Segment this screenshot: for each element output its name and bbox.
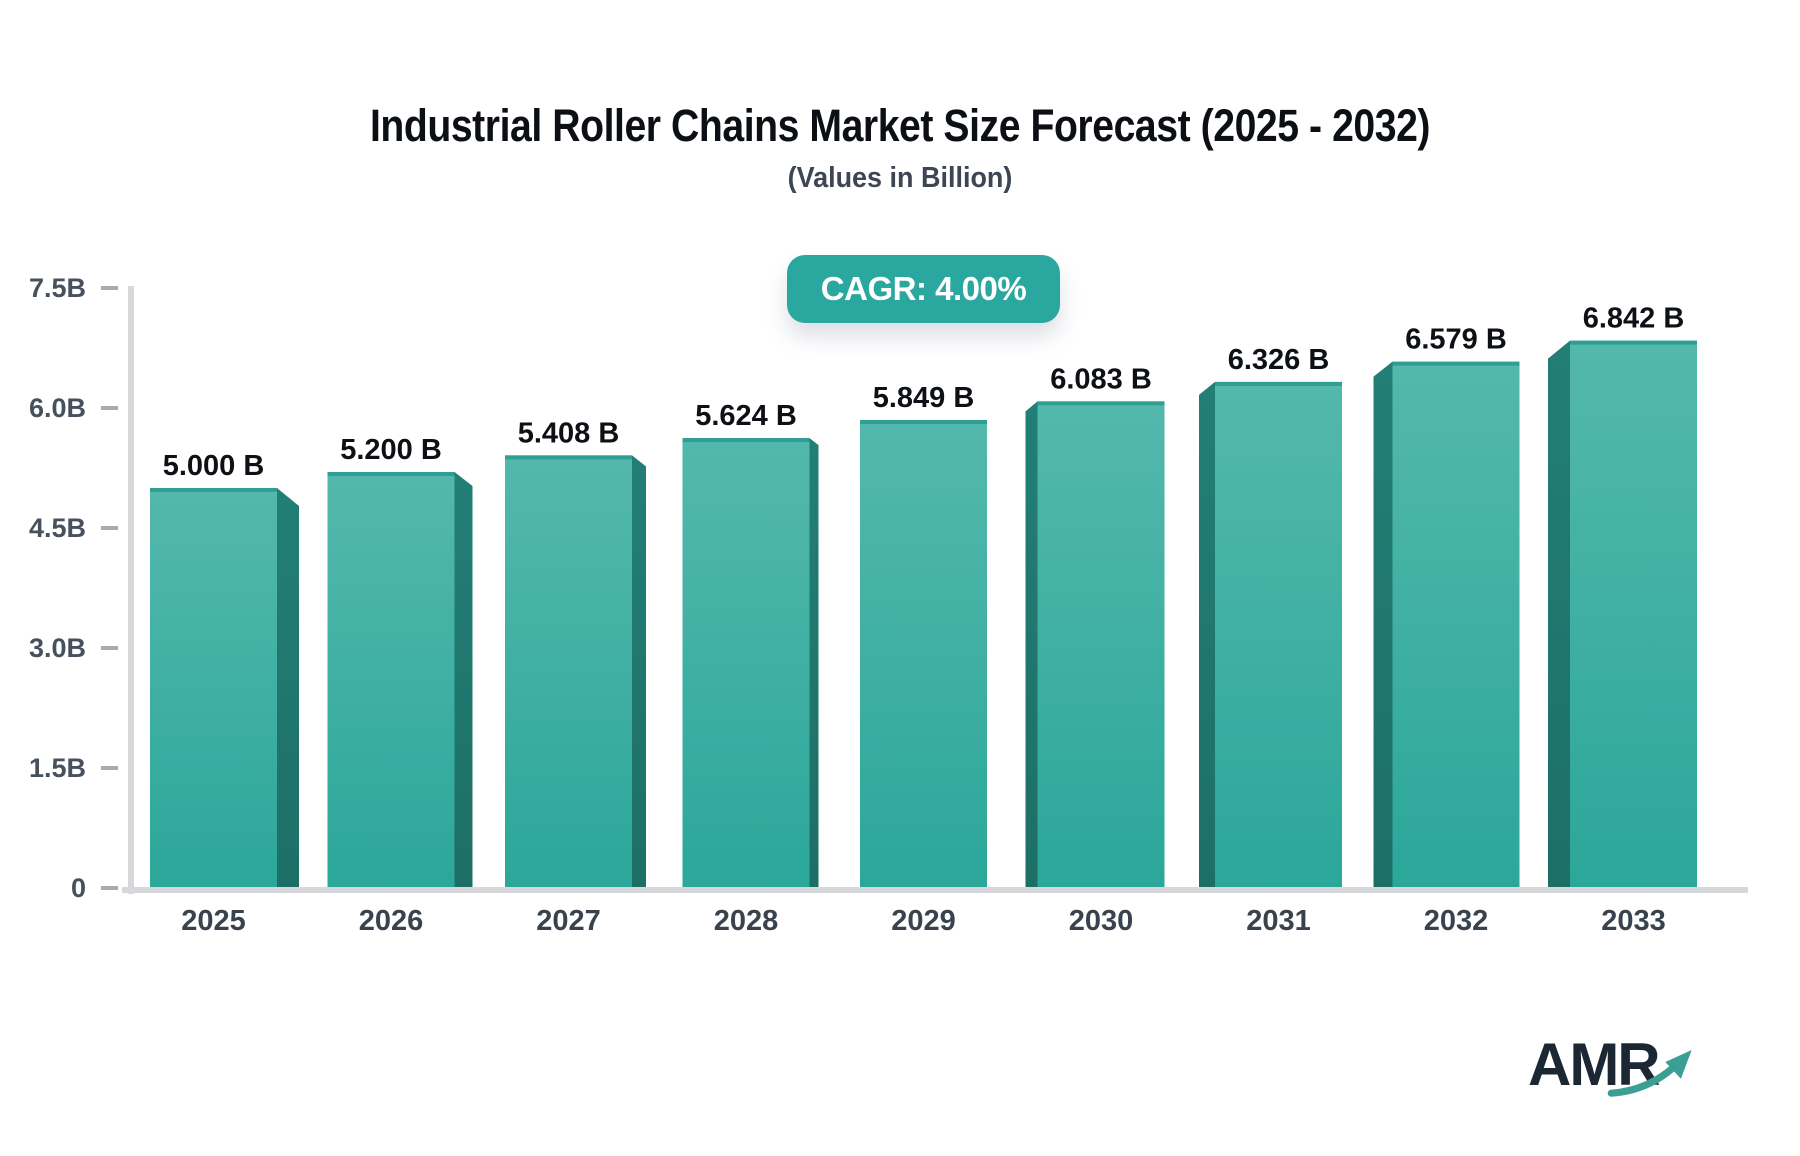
bar-value-label: 6.579 B xyxy=(1405,324,1507,356)
y-axis-line xyxy=(128,286,134,894)
amr-logo: AMR xyxy=(1528,1030,1768,1130)
bar xyxy=(150,488,277,888)
y-tick-label: 0 xyxy=(71,873,86,903)
x-tick-label: 2033 xyxy=(1601,905,1666,937)
bar xyxy=(860,420,987,888)
bar-top-edge xyxy=(860,420,987,425)
bar-side-face xyxy=(809,438,819,888)
growth-arrow-icon xyxy=(1607,1050,1692,1097)
bar-side-face xyxy=(632,455,646,888)
y-tick-label: 1.5B xyxy=(29,753,86,783)
y-tick xyxy=(101,526,118,530)
x-tick-label: 2032 xyxy=(1424,905,1489,937)
y-tick xyxy=(101,406,118,410)
bar-value-label: 5.408 B xyxy=(518,417,620,449)
bar-side-face xyxy=(454,472,473,888)
bar-value-label: 5.624 B xyxy=(695,400,797,432)
cagr-badge: CAGR: 4.00% xyxy=(787,255,1060,323)
bar-side-face xyxy=(1373,361,1393,888)
chart-title: Industrial Roller Chains Market Size For… xyxy=(369,100,1431,151)
y-tick-label: 6.0B xyxy=(29,393,86,423)
bar-value-label: 5.000 B xyxy=(163,450,265,482)
bar xyxy=(505,455,632,888)
bar xyxy=(1215,381,1342,888)
x-axis-line xyxy=(122,887,1748,893)
bar xyxy=(1392,361,1520,888)
bar xyxy=(327,472,455,888)
y-tick-label: 4.5B xyxy=(29,513,86,543)
x-tick-label: 2030 xyxy=(1069,905,1134,937)
bar-top-edge xyxy=(682,438,810,443)
bar-top-edge xyxy=(1215,381,1342,386)
x-tick-label: 2026 xyxy=(359,905,424,937)
x-tick-label: 2031 xyxy=(1246,905,1311,937)
y-tick-label: 7.5B xyxy=(29,273,86,303)
bar-top-edge xyxy=(1037,401,1165,406)
bar xyxy=(1037,401,1165,888)
y-tick xyxy=(101,766,118,770)
bar-value-label: 6.842 B xyxy=(1583,303,1685,335)
bar-top-edge xyxy=(150,488,277,492)
bar-value-label: 6.083 B xyxy=(1050,363,1152,395)
x-tick-label: 2028 xyxy=(714,905,779,937)
y-tick xyxy=(101,886,118,890)
bar-value-label: 6.326 B xyxy=(1228,344,1330,376)
bar-top-edge xyxy=(1570,340,1697,345)
bar-value-label: 5.849 B xyxy=(873,382,975,414)
chart-subtitle: (Values in Billion) xyxy=(787,162,1013,194)
x-tick-label: 2027 xyxy=(536,905,601,937)
x-tick-label: 2025 xyxy=(181,905,246,937)
bar-side-face xyxy=(1025,401,1038,888)
y-tick xyxy=(101,286,118,290)
bar-top-edge xyxy=(1392,361,1520,366)
y-tick xyxy=(101,646,118,650)
bar-top-edge xyxy=(327,472,455,476)
bar-top-edge xyxy=(505,455,632,460)
bar-side-face xyxy=(1548,340,1570,888)
bar xyxy=(682,438,810,888)
bar-side-face xyxy=(1199,381,1215,888)
bar-side-face xyxy=(277,488,299,888)
x-tick-label: 2029 xyxy=(891,905,956,937)
bar xyxy=(1570,340,1697,888)
y-tick-label: 3.0B xyxy=(29,633,86,663)
bar-value-label: 5.200 B xyxy=(340,434,442,466)
